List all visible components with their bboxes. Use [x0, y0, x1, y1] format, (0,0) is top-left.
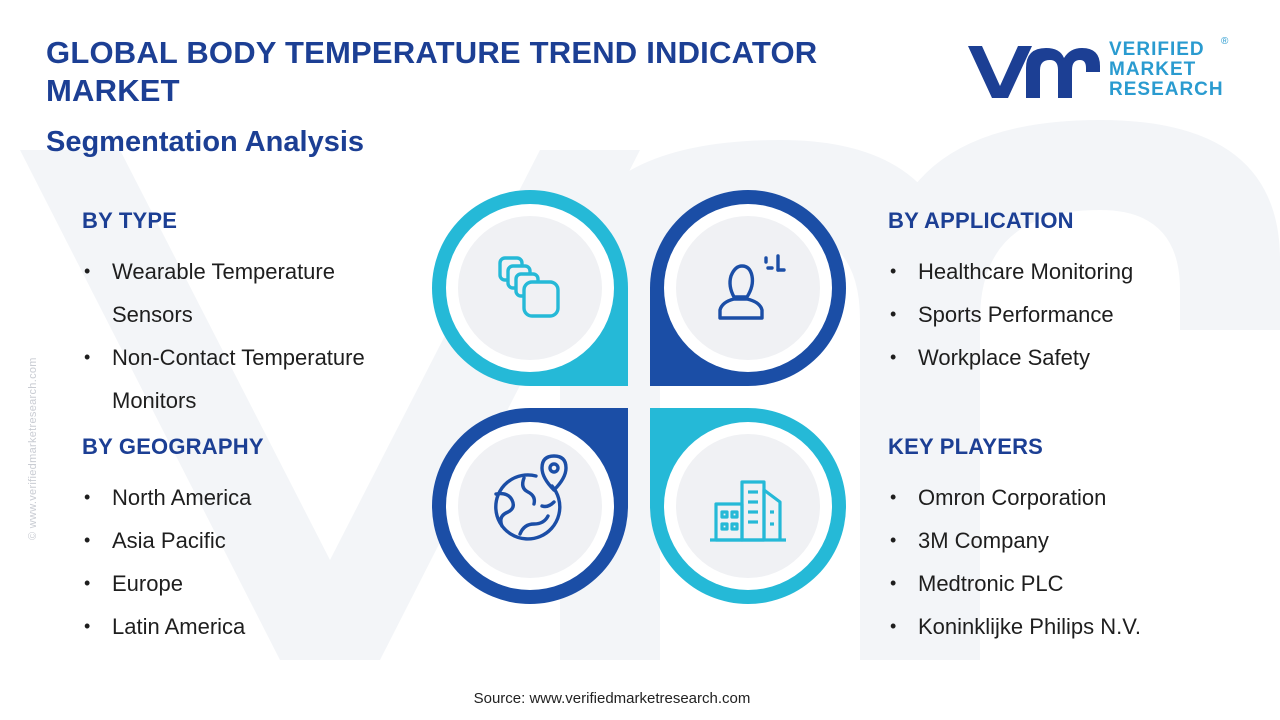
- list-item: Medtronic PLC: [888, 562, 1248, 605]
- petal-bottom-right: [650, 408, 846, 604]
- segment-list-type: Wearable Temperature Sensors Non-Contact…: [82, 250, 412, 422]
- list-item: 3M Company: [888, 519, 1248, 562]
- buildings-icon: [710, 480, 786, 542]
- list-item: Workplace Safety: [888, 336, 1248, 379]
- user-focus-icon: [718, 254, 786, 320]
- segment-list-application: Healthcare Monitoring Sports Performance…: [888, 250, 1248, 379]
- logo-line-market: MARKET: [1109, 59, 1197, 80]
- logo-wordmark: VERIFIED MARKET RESEARCH: [1109, 40, 1224, 100]
- source-footer: Source: www.verifiedmarketresearch.com: [473, 690, 751, 707]
- list-item: Koninklijke Philips N.V.: [888, 605, 1248, 648]
- segment-by-type: BY TYPE Wearable Temperature Sensors Non…: [82, 208, 412, 422]
- globe-location-icon: [494, 454, 568, 541]
- list-item: Healthcare Monitoring: [888, 250, 1248, 293]
- segment-list-geography: North America Asia Pacific Europe Latin …: [82, 476, 412, 648]
- segment-list-key-players: Omron Corporation 3M Company Medtronic P…: [888, 476, 1248, 648]
- segment-heading-type: BY TYPE: [82, 208, 178, 233]
- side-watermark-url: © www.verifiedmarketresearch.com: [27, 357, 39, 540]
- petal-bottom-left: [432, 408, 628, 604]
- segment-heading-application: BY APPLICATION: [888, 208, 1074, 233]
- logo-line-verified: VERIFIED: [1109, 39, 1205, 60]
- segmentation-petal-graphic: [432, 190, 846, 604]
- company-logo: VERIFIED MARKET RESEARCH ®: [966, 36, 1236, 104]
- petal-top-left: [432, 190, 628, 386]
- page-title: GLOBAL BODY TEMPERATURE TREND INDICATOR …: [46, 35, 818, 108]
- list-item: Europe: [82, 562, 412, 605]
- list-item: Latin America: [82, 605, 412, 648]
- logo-line-research: RESEARCH: [1109, 79, 1224, 100]
- page-subtitle: Segmentation Analysis: [46, 126, 365, 158]
- list-item: North America: [82, 476, 412, 519]
- vmr-logo-icon: [968, 46, 1100, 98]
- segment-heading-key-players: KEY PLAYERS: [888, 434, 1044, 459]
- segment-by-application: BY APPLICATION Healthcare Monitoring Spo…: [888, 208, 1248, 379]
- petal-top-right: [650, 190, 846, 386]
- list-item: Sports Performance: [888, 293, 1248, 336]
- list-item: Omron Corporation: [888, 476, 1248, 519]
- segment-key-players: KEY PLAYERS Omron Corporation 3M Company…: [888, 434, 1248, 648]
- list-item: Non-Contact Temperature Monitors: [82, 336, 412, 422]
- layers-icon: [498, 256, 560, 318]
- list-item: Asia Pacific: [82, 519, 412, 562]
- list-item: Wearable Temperature Sensors: [82, 250, 412, 336]
- segment-by-geography: BY GEOGRAPHY North America Asia Pacific …: [82, 434, 412, 648]
- segment-heading-geography: BY GEOGRAPHY: [82, 434, 264, 459]
- registered-mark: ®: [1221, 36, 1229, 47]
